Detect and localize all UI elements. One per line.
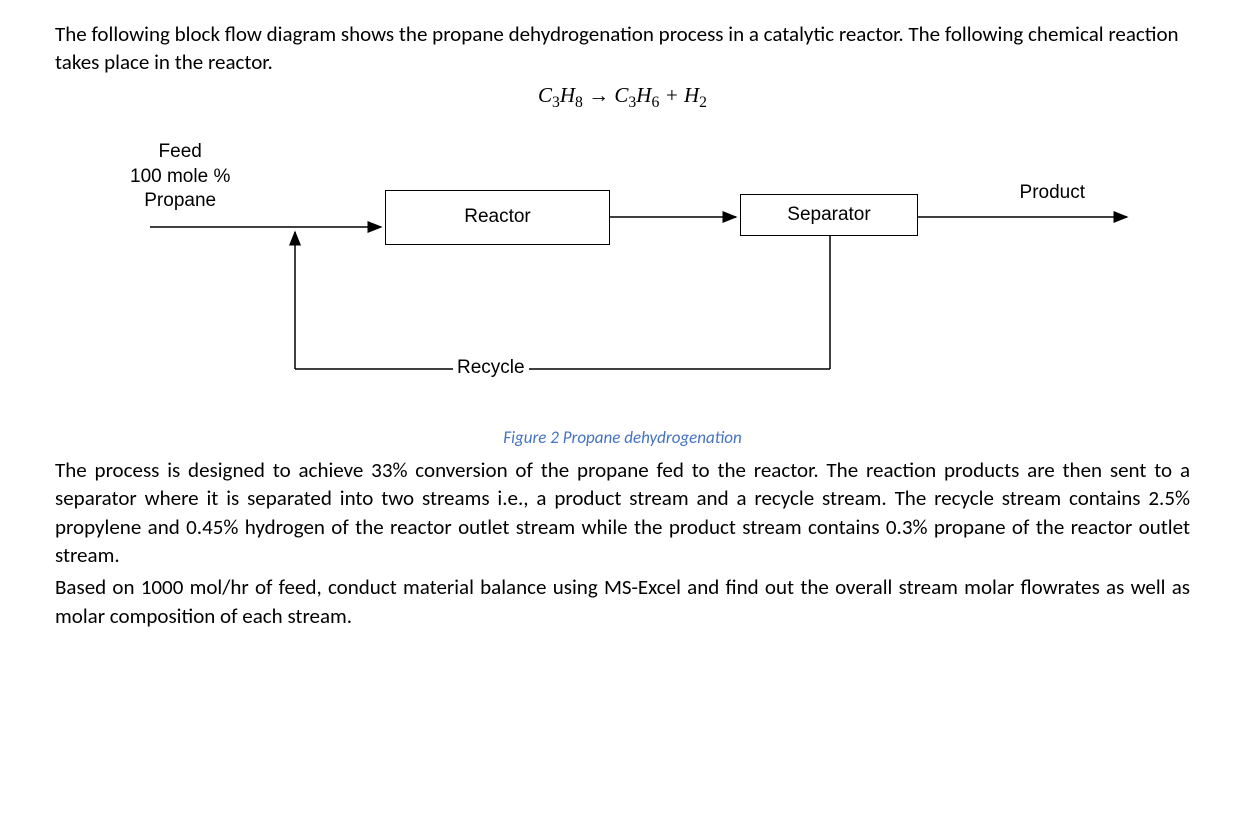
reactor-block: Reactor <box>385 190 610 245</box>
separator-label: Separator <box>787 204 870 226</box>
product-label: Product <box>1020 182 1085 204</box>
document-page: The following block flow diagram shows t… <box>0 0 1245 664</box>
eq-product2: H2 <box>684 83 707 107</box>
paragraph-2: Based on 1000 mol/hr of feed, conduct ma… <box>55 573 1190 630</box>
paragraph-1: The process is designed to achieve 33% c… <box>55 456 1190 569</box>
eq-product1: C3H6 <box>614 83 659 107</box>
feed-line2: 100 mole % <box>130 165 230 190</box>
feed-line3: Propane <box>130 189 230 214</box>
intro-paragraph: The following block flow diagram shows t… <box>55 20 1190 77</box>
feed-line1: Feed <box>130 140 230 165</box>
separator-block: Separator <box>740 194 918 236</box>
feed-label: Feed 100 mole % Propane <box>130 140 230 214</box>
eq-reactant: C3H8 <box>538 83 583 107</box>
reactor-label: Reactor <box>464 206 531 228</box>
block-flow-diagram: Feed 100 mole % Propane Reactor Separato… <box>55 132 1190 402</box>
eq-arrow: → <box>588 83 609 107</box>
chemical-equation: C3H8 → C3H6 + H2 <box>55 83 1190 112</box>
figure-caption: Figure 2 Propane dehydrogenation <box>55 427 1190 448</box>
recycle-label: Recycle <box>453 357 529 379</box>
eq-plus: + <box>665 83 679 107</box>
